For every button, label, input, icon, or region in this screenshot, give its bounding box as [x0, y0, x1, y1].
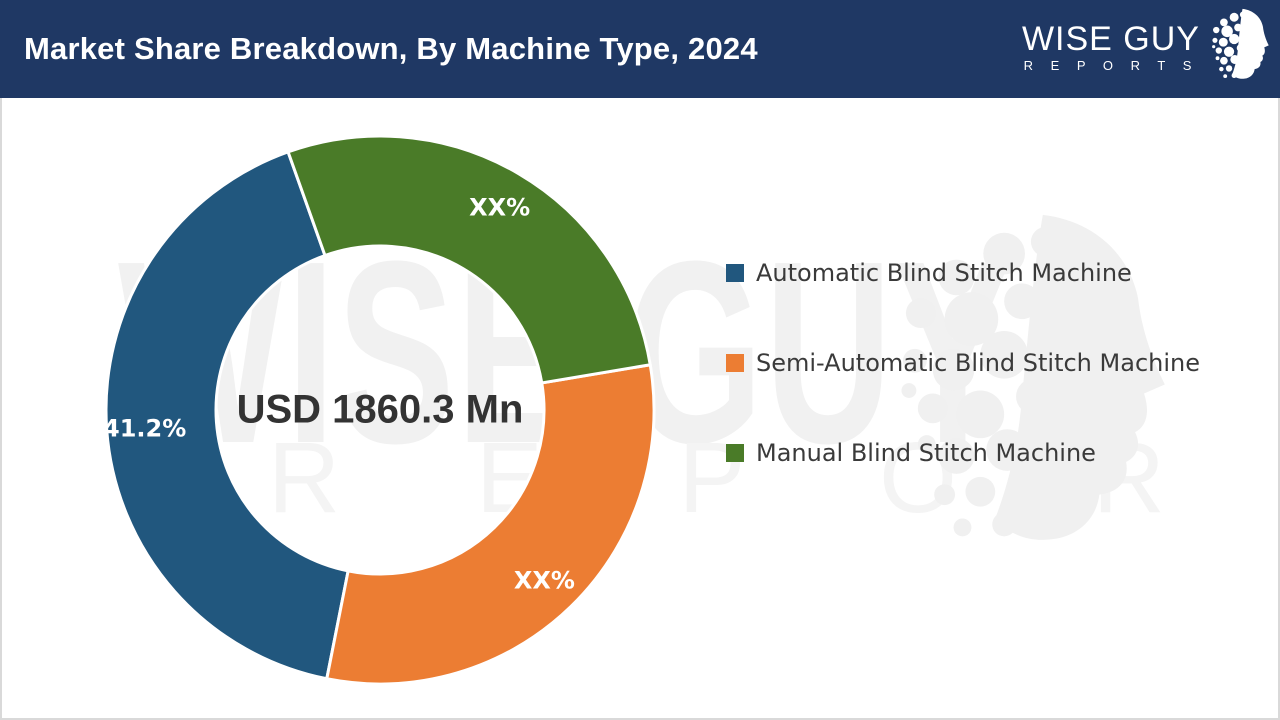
- logo-wordmark: WISE GUY: [1021, 19, 1200, 58]
- legend-item-automatic-blind-stitch-machine: Automatic Blind Stitch Machine: [726, 259, 1200, 287]
- legend-label-manual-blind-stitch-machine: Manual Blind Stitch Machine: [756, 439, 1096, 467]
- legend-item-semi-automatic-blind-stitch-machine: Semi-Automatic Blind Stitch Machine: [726, 349, 1200, 377]
- page-title: Market Share Breakdown, By Machine Type,…: [24, 31, 758, 66]
- logo-face-icon: [1206, 6, 1270, 88]
- legend-label-automatic-blind-stitch-machine: Automatic Blind Stitch Machine: [756, 259, 1132, 287]
- logo-subtext: R E P O R T S: [1023, 58, 1199, 74]
- chart-legend: Automatic Blind Stitch Machine Semi-Autom…: [726, 259, 1200, 529]
- legend-swatch-automatic-blind-stitch-machine: [726, 264, 744, 282]
- header-bar: Market Share Breakdown, By Machine Type,…: [0, 0, 1280, 98]
- legend-item-manual-blind-stitch-machine: Manual Blind Stitch Machine: [726, 439, 1200, 467]
- chart-center-value: USD 1860.3 Mn: [236, 387, 524, 432]
- legend-label-semi-automatic-blind-stitch-machine: Semi-Automatic Blind Stitch Machine: [756, 349, 1200, 377]
- wise-guy-reports-logo: WISE GUY R E P O R T S: [1022, 6, 1270, 88]
- legend-swatch-manual-blind-stitch-machine: [726, 444, 744, 462]
- legend-swatch-semi-automatic-blind-stitch-machine: [726, 354, 744, 372]
